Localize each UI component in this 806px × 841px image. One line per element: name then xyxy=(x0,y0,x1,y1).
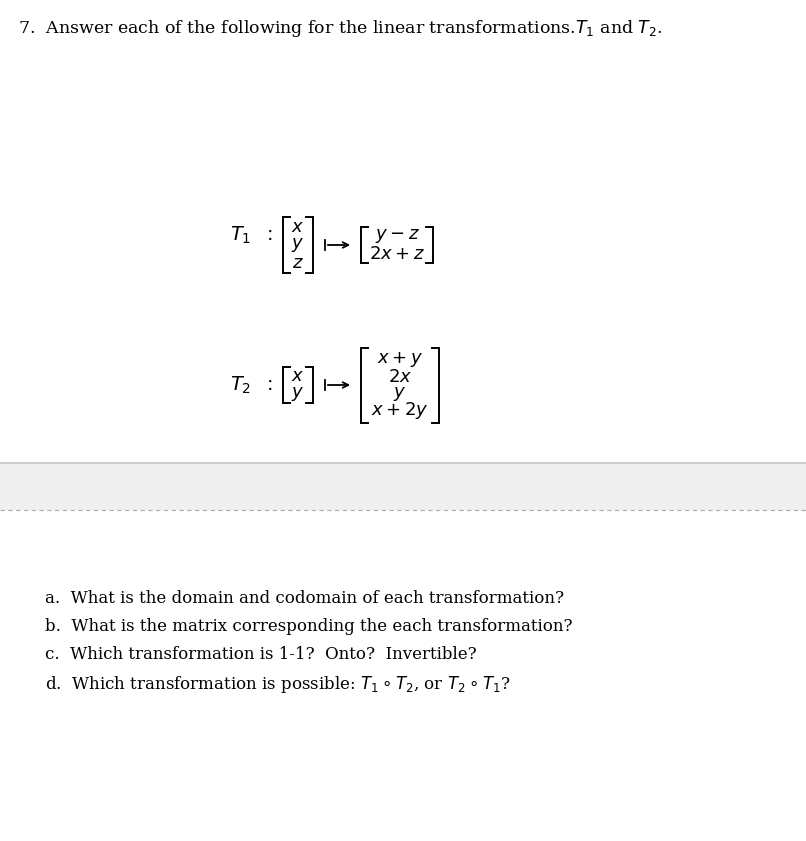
Text: $2x + z$: $2x + z$ xyxy=(369,245,425,263)
Text: b.  What is the matrix corresponding the each transformation?: b. What is the matrix corresponding the … xyxy=(45,618,572,635)
Bar xyxy=(0,510,806,841)
Text: $x$: $x$ xyxy=(291,367,305,385)
Text: $T_2$: $T_2$ xyxy=(230,374,251,395)
Text: 7.  Answer each of the following for the linear transformations.$T_1$ and $T_2$.: 7. Answer each of the following for the … xyxy=(18,18,663,39)
Text: $z$: $z$ xyxy=(292,254,304,272)
Bar xyxy=(0,463,806,510)
Text: $x + 2y$: $x + 2y$ xyxy=(372,400,429,421)
Text: $y$: $y$ xyxy=(291,385,305,403)
Text: $y$: $y$ xyxy=(291,236,305,254)
Text: $y - z$: $y - z$ xyxy=(375,227,419,245)
Text: $y$: $y$ xyxy=(393,384,407,403)
Text: $x$: $x$ xyxy=(291,218,305,236)
Text: d.  Which transformation is possible: $T_1 \circ T_2$, or $T_2 \circ T_1$?: d. Which transformation is possible: $T_… xyxy=(45,674,510,695)
Text: $T_1$: $T_1$ xyxy=(230,225,251,246)
Text: $2x$: $2x$ xyxy=(388,368,412,385)
Text: $:$: $:$ xyxy=(263,226,273,244)
Text: a.  What is the domain and codomain of each transformation?: a. What is the domain and codomain of ea… xyxy=(45,590,564,607)
Text: $x + y$: $x + y$ xyxy=(377,350,423,369)
Text: c.  Which transformation is 1-1?  Onto?  Invertible?: c. Which transformation is 1-1? Onto? In… xyxy=(45,646,476,663)
Text: $:$: $:$ xyxy=(263,376,273,394)
